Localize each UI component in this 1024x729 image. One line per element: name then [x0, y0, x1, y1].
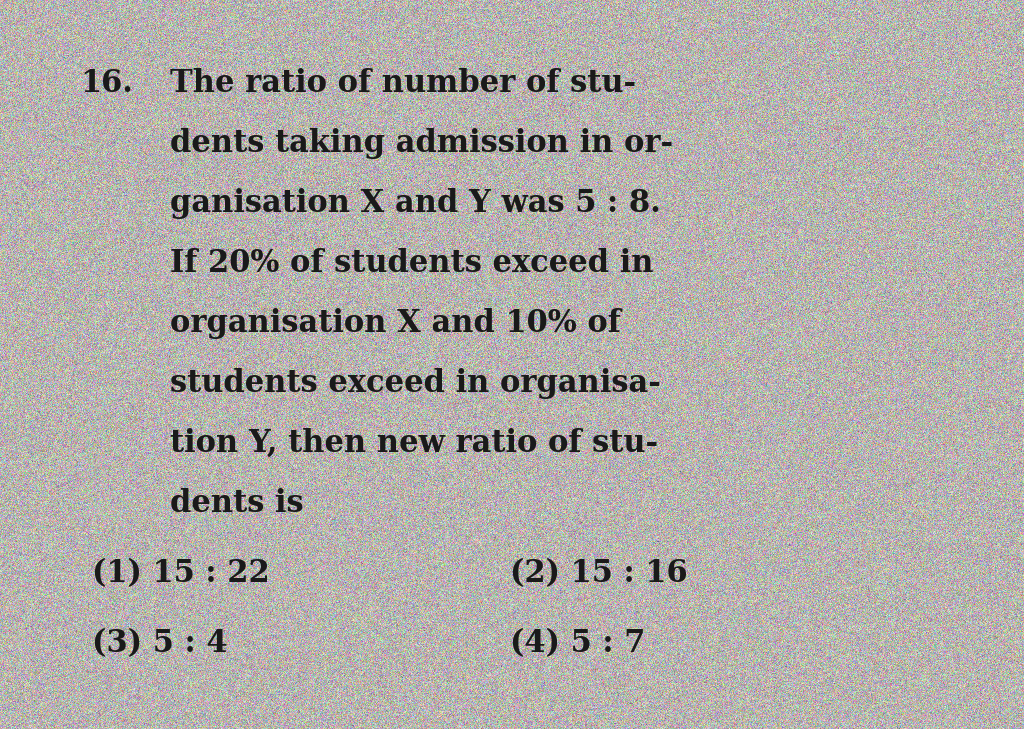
Text: (1) 15 : 22: (1) 15 : 22 [92, 558, 269, 589]
Text: dents taking admission in or-: dents taking admission in or- [170, 128, 673, 159]
Text: If 20% of students exceed in: If 20% of students exceed in [170, 248, 653, 279]
Text: dents is: dents is [170, 488, 304, 519]
Text: organisation X and 10% of: organisation X and 10% of [170, 308, 621, 339]
Text: (3) 5 : 4: (3) 5 : 4 [92, 628, 227, 659]
Text: The ratio of number of stu-: The ratio of number of stu- [170, 68, 636, 99]
Text: tion Y, then new ratio of stu-: tion Y, then new ratio of stu- [170, 428, 658, 459]
Text: (4) 5 : 7: (4) 5 : 7 [510, 628, 645, 659]
Text: 16.: 16. [80, 68, 133, 99]
Text: students exceed in organisa-: students exceed in organisa- [170, 368, 660, 399]
Text: ganisation X and Y was 5 : 8.: ganisation X and Y was 5 : 8. [170, 188, 660, 219]
Text: (2) 15 : 16: (2) 15 : 16 [510, 558, 688, 589]
